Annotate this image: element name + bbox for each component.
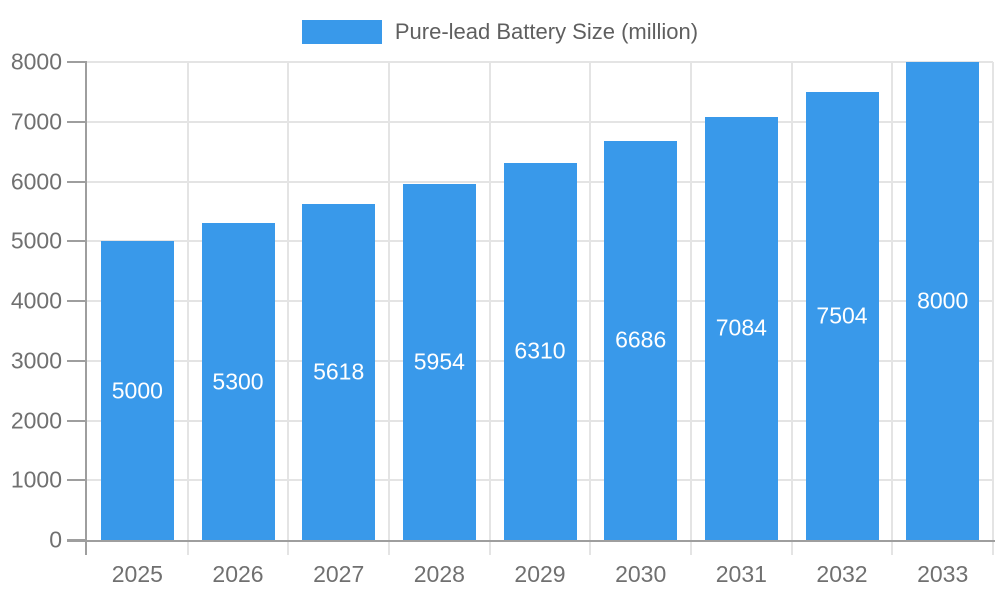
bar-value-label: 5618: [313, 358, 365, 385]
x-axis-line: [67, 540, 995, 542]
bar[interactable]: [302, 204, 376, 540]
x-axis-tick-label: 2031: [715, 561, 767, 587]
gridline-horizontal: [87, 120, 993, 123]
bar-value-label: 5000: [111, 377, 163, 404]
gridline-vertical: [388, 62, 390, 555]
y-axis-tick-label: 6000: [10, 168, 62, 194]
bar[interactable]: [906, 62, 980, 540]
gridline-vertical: [690, 62, 692, 555]
x-axis-tick-label: 2033: [917, 561, 969, 587]
y-axis-tick-label: 0: [49, 526, 62, 553]
y-axis-tick: [67, 359, 87, 362]
legend-color-swatch-icon: [301, 20, 382, 44]
y-axis-tick-label: 5000: [10, 227, 62, 254]
gridline-vertical: [992, 62, 994, 555]
x-axis-tick-label: 2032: [816, 561, 868, 587]
y-axis-tick: [67, 61, 87, 63]
bar-value-label: 7504: [816, 302, 868, 329]
y-axis-tick-label: 7000: [10, 108, 62, 135]
x-axis-tick-label: 2025: [111, 561, 163, 587]
y-axis-tick-label: 2000: [10, 407, 62, 433]
gridline-vertical: [488, 62, 491, 555]
gridline-vertical: [790, 62, 793, 555]
bar[interactable]: [402, 184, 476, 540]
y-axis-line: [85, 62, 87, 555]
plot-area: 0 1000 2000 3000 4000 5000 6000 7000 8000 5000 202…: [11, 49, 995, 587]
bar-value-label: 5300: [212, 368, 264, 395]
bar-value-label: 7084: [715, 314, 767, 341]
bar[interactable]: [201, 223, 275, 540]
x-axis-tick-label: 2027: [313, 561, 365, 587]
gridline-vertical: [287, 62, 290, 555]
y-axis-tick: [67, 180, 87, 183]
y-axis-tick-label: 4000: [10, 287, 62, 314]
bar[interactable]: [503, 162, 577, 540]
gridline-vertical: [891, 62, 894, 555]
y-axis-tick-label: 8000: [10, 48, 62, 75]
y-axis-tick: [67, 479, 87, 482]
bar-value-label: 6686: [615, 326, 667, 353]
legend-label: Pure-lead Battery Size (million): [394, 19, 699, 44]
bar-value-label: 6310: [514, 337, 566, 364]
x-axis-tick-label: 2029: [514, 561, 566, 587]
bar-value-label: 5954: [413, 348, 465, 375]
x-axis-tick-label: 2030: [615, 561, 667, 587]
gridline-horizontal: [87, 61, 993, 63]
y-axis-tick-label: 3000: [10, 347, 62, 374]
bar[interactable]: [704, 116, 778, 540]
gridline-vertical: [186, 62, 189, 555]
gridline-vertical: [589, 62, 592, 555]
x-axis-tick-label: 2028: [413, 561, 465, 587]
legend[interactable]: Pure-lead Battery Size (million): [0, 19, 1000, 45]
x-axis-tick-label: 2026: [212, 561, 264, 587]
y-axis-tick-label: 1000: [10, 466, 62, 493]
bar[interactable]: [604, 140, 678, 540]
bar-value-label: 8000: [917, 287, 969, 314]
y-axis-tick: [67, 240, 87, 243]
bar[interactable]: [805, 91, 879, 540]
y-axis-tick: [67, 300, 87, 302]
y-axis-tick: [67, 419, 87, 422]
y-axis-tick: [67, 120, 87, 123]
bar[interactable]: [100, 241, 174, 540]
